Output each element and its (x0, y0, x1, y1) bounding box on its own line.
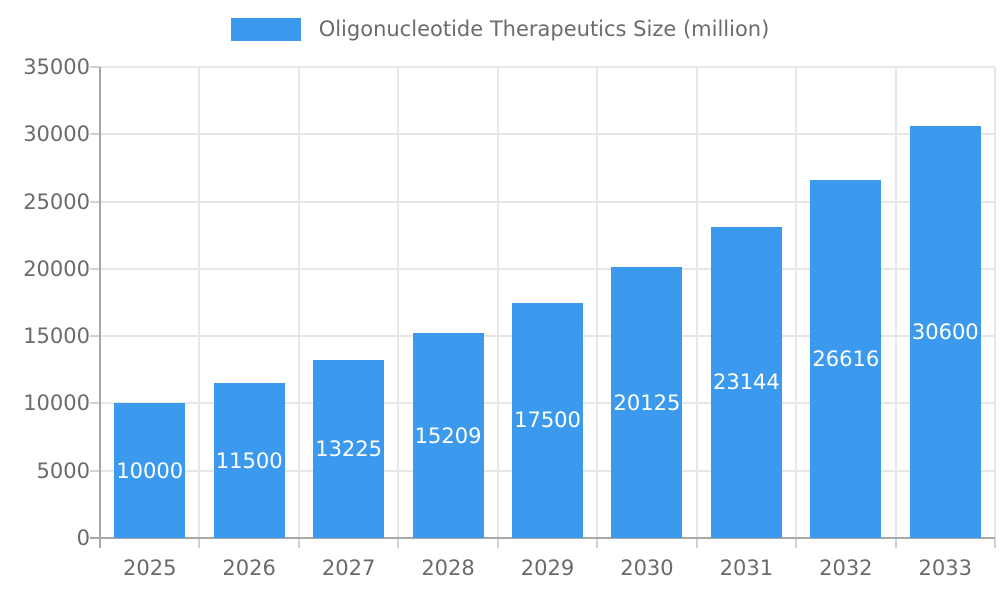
y-axis-tick (90, 267, 100, 270)
x-axis-tick (198, 538, 201, 548)
y-axis-tick (90, 66, 100, 68)
gridline-vertical (894, 67, 897, 538)
gridline-vertical (496, 67, 499, 538)
x-axis-tick (795, 538, 798, 548)
y-axis-line (99, 67, 101, 548)
y-tick-label: 30000 (23, 122, 90, 147)
y-tick-label: 35000 (23, 55, 90, 79)
x-tick-label: 2032 (819, 556, 873, 580)
x-axis-line (90, 537, 995, 539)
gridline-vertical (795, 67, 798, 538)
bar[interactable] (611, 267, 683, 538)
legend-label: Oligonucleotide Therapeutics Size (milli… (318, 17, 770, 41)
gridline-horizontal (100, 66, 995, 68)
x-tick-label: 2028 (421, 556, 475, 580)
x-tick-label: 2026 (222, 556, 276, 580)
y-axis-tick (90, 469, 100, 472)
legend: Oligonucleotide Therapeutics Size (milli… (0, 17, 1000, 41)
bar[interactable] (114, 403, 186, 538)
gridline-vertical (397, 67, 400, 538)
legend-color-swatch-icon (230, 17, 301, 41)
bar[interactable] (512, 302, 583, 538)
bar[interactable] (909, 126, 981, 538)
bar-value-label: 11500 (215, 448, 283, 473)
bar[interactable] (213, 383, 285, 538)
gridline-horizontal (100, 267, 995, 270)
gridline-horizontal (100, 133, 995, 136)
gridline-vertical (596, 67, 599, 538)
y-tick-label: 20000 (23, 256, 90, 281)
bar-value-label: 26616 (812, 346, 880, 371)
legend-item[interactable]: Oligonucleotide Therapeutics Size (milli… (230, 17, 770, 41)
bar[interactable] (810, 179, 882, 538)
y-axis-tick (90, 335, 100, 338)
x-tick-label: 2029 (520, 556, 575, 580)
y-axis-tick (90, 133, 100, 136)
bar-value-label: 15209 (414, 423, 482, 448)
bar-value-label: 17500 (514, 408, 581, 433)
bar-value-label: 13225 (315, 437, 383, 461)
bar-value-label: 30600 (911, 320, 979, 345)
bar-value-label: 23144 (712, 370, 780, 395)
gridline-vertical (994, 67, 996, 538)
bar-value-label: 10000 (116, 458, 184, 483)
y-tick-label: 25000 (23, 189, 90, 214)
y-tick-label: 5000 (36, 458, 90, 483)
x-tick-label: 2030 (620, 556, 674, 580)
x-axis-tick (596, 538, 599, 548)
y-tick-label: 15000 (23, 324, 90, 349)
x-axis-tick (894, 538, 897, 548)
bar-value-label: 20125 (613, 390, 681, 415)
x-axis-tick (397, 538, 400, 548)
x-axis-tick (695, 538, 698, 548)
gridline-vertical (297, 67, 300, 538)
gridline-horizontal (100, 200, 995, 203)
x-axis-tick (297, 538, 300, 548)
x-axis-tick (496, 538, 499, 548)
bar[interactable] (412, 333, 484, 538)
x-axis-tick (994, 538, 996, 548)
y-tick-label: 10000 (23, 391, 90, 416)
y-tick-label: 0 (76, 526, 90, 550)
y-axis-tick (90, 402, 100, 405)
gridline-vertical (695, 67, 698, 538)
y-axis-tick (90, 200, 100, 203)
bar[interactable] (710, 226, 782, 538)
x-tick-label: 2031 (719, 556, 774, 580)
x-tick-label: 2033 (918, 556, 972, 580)
x-tick-label: 2025 (122, 556, 177, 580)
bar[interactable] (313, 360, 385, 538)
x-tick-label: 2027 (321, 556, 376, 580)
gridline-vertical (198, 67, 201, 538)
